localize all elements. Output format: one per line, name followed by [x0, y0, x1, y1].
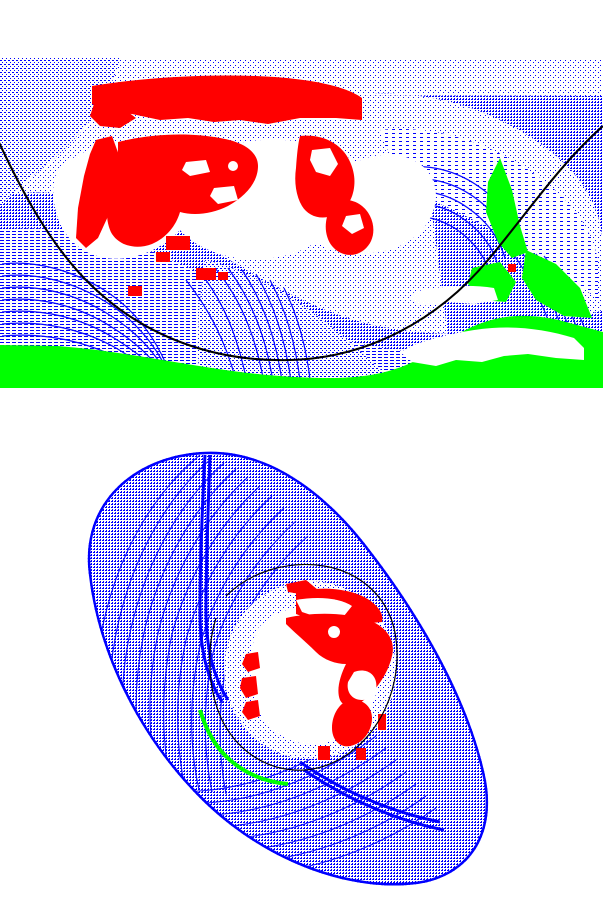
globe-seam-ridges: [198, 454, 445, 832]
spherical-projection-panel: [87, 451, 489, 886]
rectangular-projection-panel: [0, 58, 603, 388]
black-iso-contour: [0, 125, 603, 362]
top-red-regions: [76, 75, 516, 296]
green-limb-arc: [198, 709, 289, 786]
top-green-regions: [0, 158, 603, 388]
cap-boundary-circle: [209, 563, 398, 771]
globe-red-region: [240, 580, 393, 760]
